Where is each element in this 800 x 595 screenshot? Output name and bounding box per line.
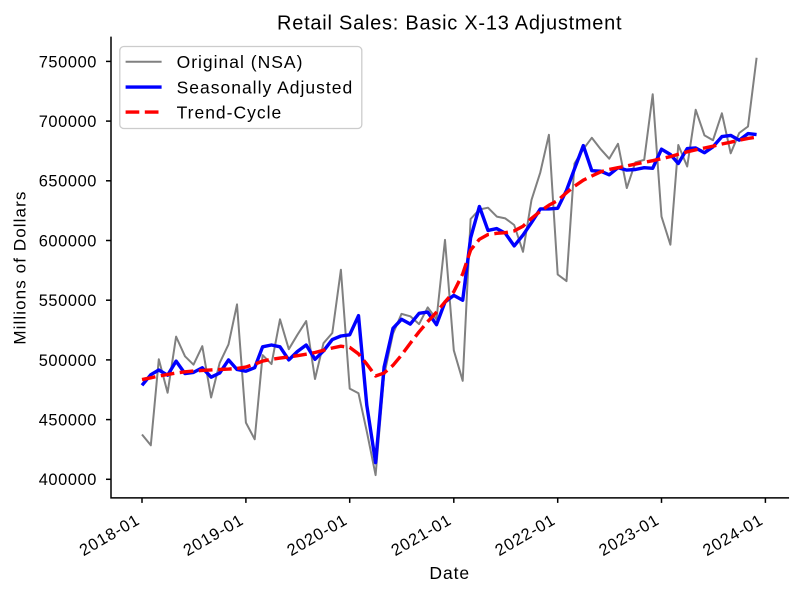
svg-text:Trend-Cycle: Trend-Cycle (177, 102, 283, 122)
svg-text:600000: 600000 (39, 232, 97, 250)
svg-text:Date: Date (429, 563, 470, 583)
svg-text:Original (NSA): Original (NSA) (177, 52, 304, 72)
svg-text:500000: 500000 (39, 352, 97, 370)
svg-text:550000: 550000 (39, 292, 97, 310)
svg-text:Seasonally Adjusted: Seasonally Adjusted (177, 77, 354, 97)
svg-text:450000: 450000 (39, 412, 97, 430)
svg-text:Millions of Dollars: Millions of Dollars (11, 191, 30, 345)
svg-text:700000: 700000 (39, 113, 97, 131)
svg-text:Retail Sales: Basic X-13 Adjus: Retail Sales: Basic X-13 Adjustment (277, 13, 622, 35)
svg-text:650000: 650000 (39, 173, 97, 191)
svg-text:750000: 750000 (39, 53, 97, 71)
svg-text:400000: 400000 (39, 471, 97, 489)
